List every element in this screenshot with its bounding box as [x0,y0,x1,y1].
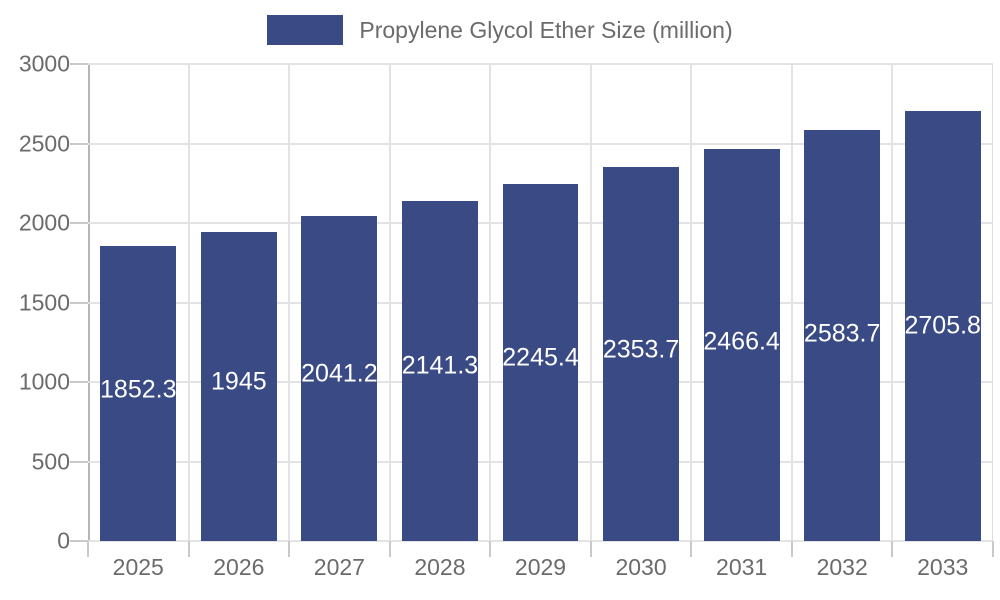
x-axis-tick-label: 2026 [213,554,265,580]
x-axis-tick [589,541,592,557]
x-axis-tick-label: 2031 [716,554,768,580]
x-axis-tick-label: 2029 [514,554,567,580]
x-axis-tick [992,541,994,557]
bar[interactable] [904,110,981,541]
gridline-horizontal [88,63,993,65]
x-axis-tick [388,541,391,557]
bar[interactable] [603,166,679,541]
y-axis-tick-label: 500 [31,448,70,474]
y-axis-tick-label: 2000 [18,209,70,236]
x-axis-tick-label: 2030 [615,554,667,580]
y-axis-tick-label: 1000 [18,368,70,395]
gridline-vertical [187,64,190,541]
y-axis-tick-label: 1500 [18,289,70,315]
gridline-vertical [891,64,894,541]
gridline-horizontal [88,142,993,145]
x-axis-tick [790,541,793,557]
gridline-vertical [790,64,793,541]
bar[interactable] [100,246,177,541]
bar[interactable] [703,148,780,541]
bar[interactable] [200,231,277,541]
x-axis-tick-label: 2033 [917,554,969,580]
y-axis-tick-label: 0 [57,527,70,554]
y-axis-tick [70,540,88,542]
x-axis-tick [891,541,894,557]
x-axis-tick [489,541,492,557]
x-axis-tick-label: 2027 [313,554,365,580]
y-axis-tick-label: 3000 [18,50,70,77]
gridline-vertical [690,64,693,541]
gridline-vertical [388,64,391,541]
y-axis-tick-labels: 0 500 1000 1500 2000 2500 3000 [0,52,70,552]
bar[interactable] [301,216,378,541]
y-axis-tick-label: 2500 [18,130,70,156]
bar[interactable] [401,200,478,541]
x-axis-tick [288,541,291,557]
gridline-vertical [589,64,592,541]
gridline-vertical [489,64,492,541]
x-axis-tick-labels: 2025 2026 2027 2028 2029 2030 2031 2032 2033 [88,556,993,590]
y-axis-tick [70,301,88,304]
y-axis-tick [70,222,88,224]
x-axis-tick-label: 2028 [414,554,466,580]
bar[interactable] [502,183,579,541]
gridline-horizontal [88,540,993,542]
plot-area: 1852.3 1945 2041.2 2141.3 2245.4 2353.7 2466.4… [70,63,994,557]
y-axis-tick [70,63,88,65]
y-axis-tick [70,460,88,463]
x-axis-tick [187,541,190,557]
legend-label: Propylene Glycol Ether Size (million) [359,16,733,43]
x-axis-tick [690,541,693,557]
x-axis-tick-label: 2032 [816,554,868,580]
chart-legend: Propylene Glycol Ether Size (million) [0,10,1000,50]
y-axis-tick [70,142,88,145]
gridline-vertical [288,64,291,541]
x-axis-tick [87,541,89,557]
x-axis-tick-label: 2025 [112,554,164,580]
legend-entry-propylene-glycol-ether-size[interactable]: Propylene Glycol Ether Size (million) [267,15,733,45]
bar[interactable] [804,130,881,541]
legend-color-swatch [267,15,344,45]
y-axis-tick [70,381,88,383]
